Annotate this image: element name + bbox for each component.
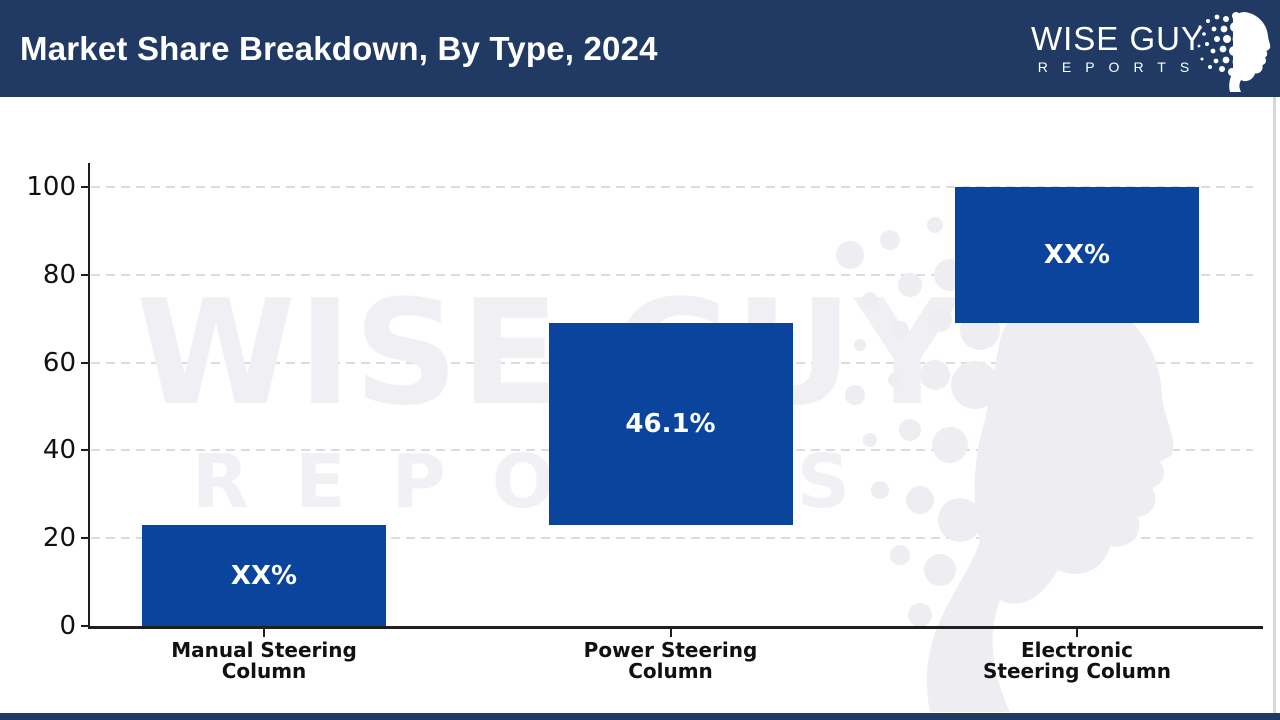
dotted-head-icon [1197, 11, 1271, 92]
x-tick-2 [1076, 629, 1078, 637]
x-category-label-0: Manual Steering Column [171, 638, 357, 683]
y-tick-label-80: 80 [42, 259, 76, 290]
y-tick-label-60: 60 [42, 347, 76, 378]
bar-value-label: 46.1% [625, 408, 716, 439]
x-category-label-1: Power Steering Column [583, 638, 758, 683]
x-tick-1 [669, 629, 672, 637]
y-axis-line [88, 163, 90, 629]
bar-electronic-steering-column: XX% [955, 187, 1199, 323]
brand-name: WISE GUY [1030, 19, 1204, 57]
y-tick-100 [81, 186, 89, 188]
header: Market Share Breakdown, By Type, 2024 WI… [0, 0, 1280, 97]
gridline-y20 [91, 537, 1253, 540]
page-title: Market Share Breakdown, By Type, 2024 [20, 29, 658, 67]
brand-logo: WISE GUY REPORTS [1031, 0, 1274, 97]
bar-value-label: XX% [1043, 239, 1111, 270]
y-tick-label-100: 100 [26, 172, 76, 202]
x-category-label-2: Electronic Steering Column [983, 638, 1171, 683]
gridline-y100 [91, 186, 1253, 188]
x-axis-line [88, 626, 1263, 629]
y-tick-label-0: 0 [59, 611, 76, 641]
bar-power-steering-column: 46.1% [548, 322, 793, 526]
y-tick-20 [81, 537, 89, 540]
right-edge-line [1273, 97, 1276, 713]
y-tick-label-20: 20 [42, 523, 76, 554]
y-tick-label-40: 40 [42, 435, 76, 466]
brand-wordmark: WISE GUY REPORTS [1030, 19, 1204, 76]
bar-value-label: XX% [230, 560, 298, 591]
bar-manual-steering-column: XX% [142, 525, 386, 626]
y-tick-80 [81, 273, 89, 276]
x-tick-0 [263, 629, 265, 637]
y-tick-40 [81, 449, 89, 452]
y-tick-60 [81, 361, 89, 364]
brand-subtitle: REPORTS [1037, 58, 1204, 75]
footer-bar [0, 713, 1280, 720]
y-tick-0 [81, 625, 89, 627]
gridline-y80 [91, 273, 1253, 276]
